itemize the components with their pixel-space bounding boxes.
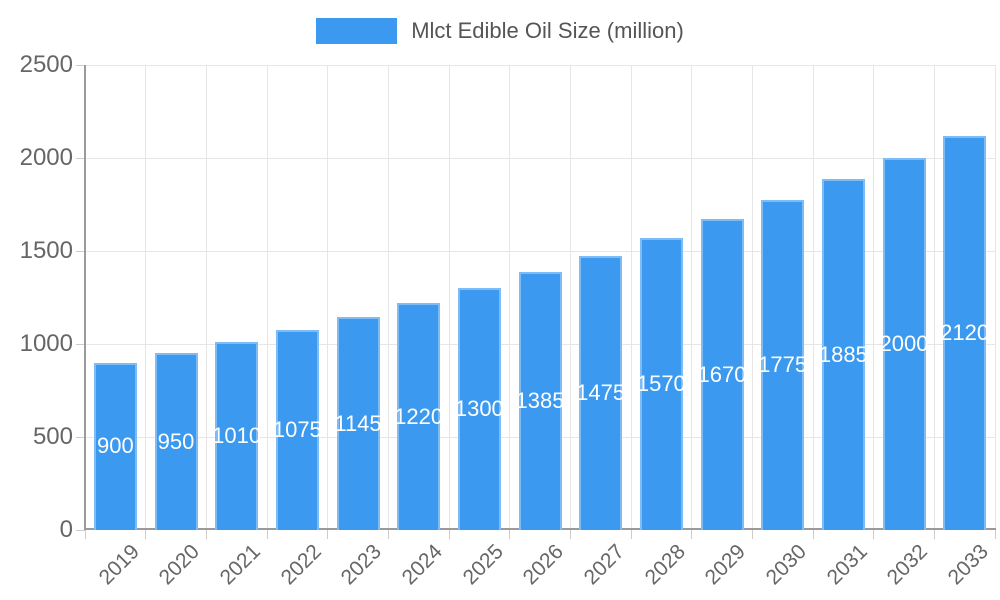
gridline-horizontal xyxy=(85,64,995,66)
x-axis-label-text: 2026 xyxy=(518,540,569,590)
bar[interactable] xyxy=(882,158,926,530)
gridline-vertical xyxy=(448,65,450,530)
y-axis-label: 1500 xyxy=(19,237,73,264)
bar-value-label: 1775 xyxy=(758,351,808,377)
bar-value-label: 1385 xyxy=(515,388,565,414)
bar-value-label: 900 xyxy=(96,433,134,459)
x-axis-tick xyxy=(751,530,753,539)
y-axis-tick xyxy=(76,343,85,345)
bar[interactable] xyxy=(154,353,198,530)
x-axis-tick xyxy=(509,530,511,539)
bar-value-label: 950 xyxy=(157,428,195,454)
legend-swatch xyxy=(316,18,398,44)
x-axis-label-text: 2033 xyxy=(943,540,993,590)
gridline-vertical xyxy=(387,65,389,530)
y-axis-label: 0 xyxy=(59,516,73,543)
x-axis-tick xyxy=(569,530,571,539)
x-axis-label-text: 2025 xyxy=(458,540,508,590)
gridline-vertical xyxy=(873,65,875,530)
gridline-horizontal xyxy=(85,157,995,159)
x-axis-tick xyxy=(145,530,147,539)
gridline-horizontal xyxy=(85,250,995,252)
x-axis-label-text: 2029 xyxy=(700,540,751,590)
x-axis-label-text: 2021 xyxy=(215,540,265,590)
x-axis-tick xyxy=(933,530,935,539)
x-axis-tick xyxy=(691,530,693,539)
bar[interactable] xyxy=(518,272,562,530)
gridline-vertical xyxy=(994,65,996,530)
x-axis-tick xyxy=(994,530,996,539)
bar-value-label: 1570 xyxy=(636,370,686,396)
x-axis-tick xyxy=(266,530,268,539)
x-axis-tick xyxy=(84,530,86,539)
bar[interactable] xyxy=(457,288,501,530)
gridline-vertical xyxy=(630,65,632,530)
y-axis-tick xyxy=(76,250,85,252)
bar-value-label: 1145 xyxy=(334,410,382,436)
x-axis-label-text: 2030 xyxy=(761,540,811,590)
bar[interactable] xyxy=(579,255,623,530)
bar-value-label: 1220 xyxy=(394,403,444,429)
bar-value-label: 1300 xyxy=(454,396,504,422)
x-axis-label-text: 2022 xyxy=(276,540,326,590)
y-axis-tick xyxy=(76,64,85,66)
legend-label: Mlct Edible Oil Size (million) xyxy=(411,18,684,43)
bar-value-label: 1010 xyxy=(212,423,262,449)
plot-area: 0 500 1000 1500 2000 2500 900 2019 950 2020 1010 20… xyxy=(20,51,996,589)
gridline-vertical xyxy=(266,65,268,530)
gridline-vertical xyxy=(327,65,329,530)
bar[interactable] xyxy=(821,179,865,530)
bar[interactable] xyxy=(336,317,380,530)
bar[interactable] xyxy=(639,237,683,530)
legend-item[interactable]: Mlct Edible Oil Size (million) xyxy=(316,18,684,44)
x-axis-label-text: 2024 xyxy=(397,540,447,590)
bar[interactable] xyxy=(215,342,259,530)
gridline-vertical xyxy=(205,65,207,530)
y-axis-label: 1000 xyxy=(19,330,73,357)
y-axis-label: 2000 xyxy=(19,144,73,171)
bar-value-label: 2120 xyxy=(940,319,990,345)
y-axis-tick xyxy=(76,157,85,159)
x-axis-tick xyxy=(812,530,814,539)
x-axis-label-text: 2028 xyxy=(640,540,690,590)
y-axis-line xyxy=(84,65,86,530)
x-axis-label-text: 2031 xyxy=(822,540,872,590)
bar-value-label: 2000 xyxy=(879,331,929,356)
x-axis-tick xyxy=(327,530,329,539)
gridline-vertical xyxy=(812,65,814,530)
y-axis-tick xyxy=(76,436,85,438)
x-axis-tick xyxy=(873,530,875,539)
bar-value-label: 1885 xyxy=(818,341,868,367)
bar-value-label: 1475 xyxy=(576,379,626,405)
bar[interactable] xyxy=(93,362,137,530)
y-axis-label: 2500 xyxy=(19,51,73,78)
bar[interactable] xyxy=(761,199,805,530)
x-axis-label-text: 2032 xyxy=(882,540,933,590)
legend: Mlct Edible Oil Size (million) xyxy=(0,18,1000,44)
bar[interactable] xyxy=(700,219,744,530)
gridline-vertical xyxy=(751,65,753,530)
gridline-vertical xyxy=(691,65,693,530)
x-axis-label-text: 2023 xyxy=(336,540,387,590)
gridline-vertical xyxy=(933,65,935,530)
y-axis-label: 500 xyxy=(32,423,73,450)
x-axis-label-text: 2027 xyxy=(579,540,629,590)
gridline-vertical xyxy=(509,65,511,530)
bar-value-label: 1670 xyxy=(697,361,747,387)
x-axis-label-text: 2020 xyxy=(154,540,205,590)
x-axis-tick xyxy=(205,530,207,539)
bar[interactable] xyxy=(943,135,987,530)
gridline-vertical xyxy=(145,65,147,530)
y-axis-tick xyxy=(76,529,85,531)
bar[interactable] xyxy=(397,303,441,530)
x-axis-tick xyxy=(630,530,632,539)
x-axis-label-text: 2019 xyxy=(94,540,144,590)
x-axis-tick xyxy=(387,530,389,539)
x-axis-tick xyxy=(448,530,450,539)
bar[interactable] xyxy=(275,330,319,530)
gridline-vertical xyxy=(569,65,571,530)
bar-value-label: 1075 xyxy=(272,417,322,443)
